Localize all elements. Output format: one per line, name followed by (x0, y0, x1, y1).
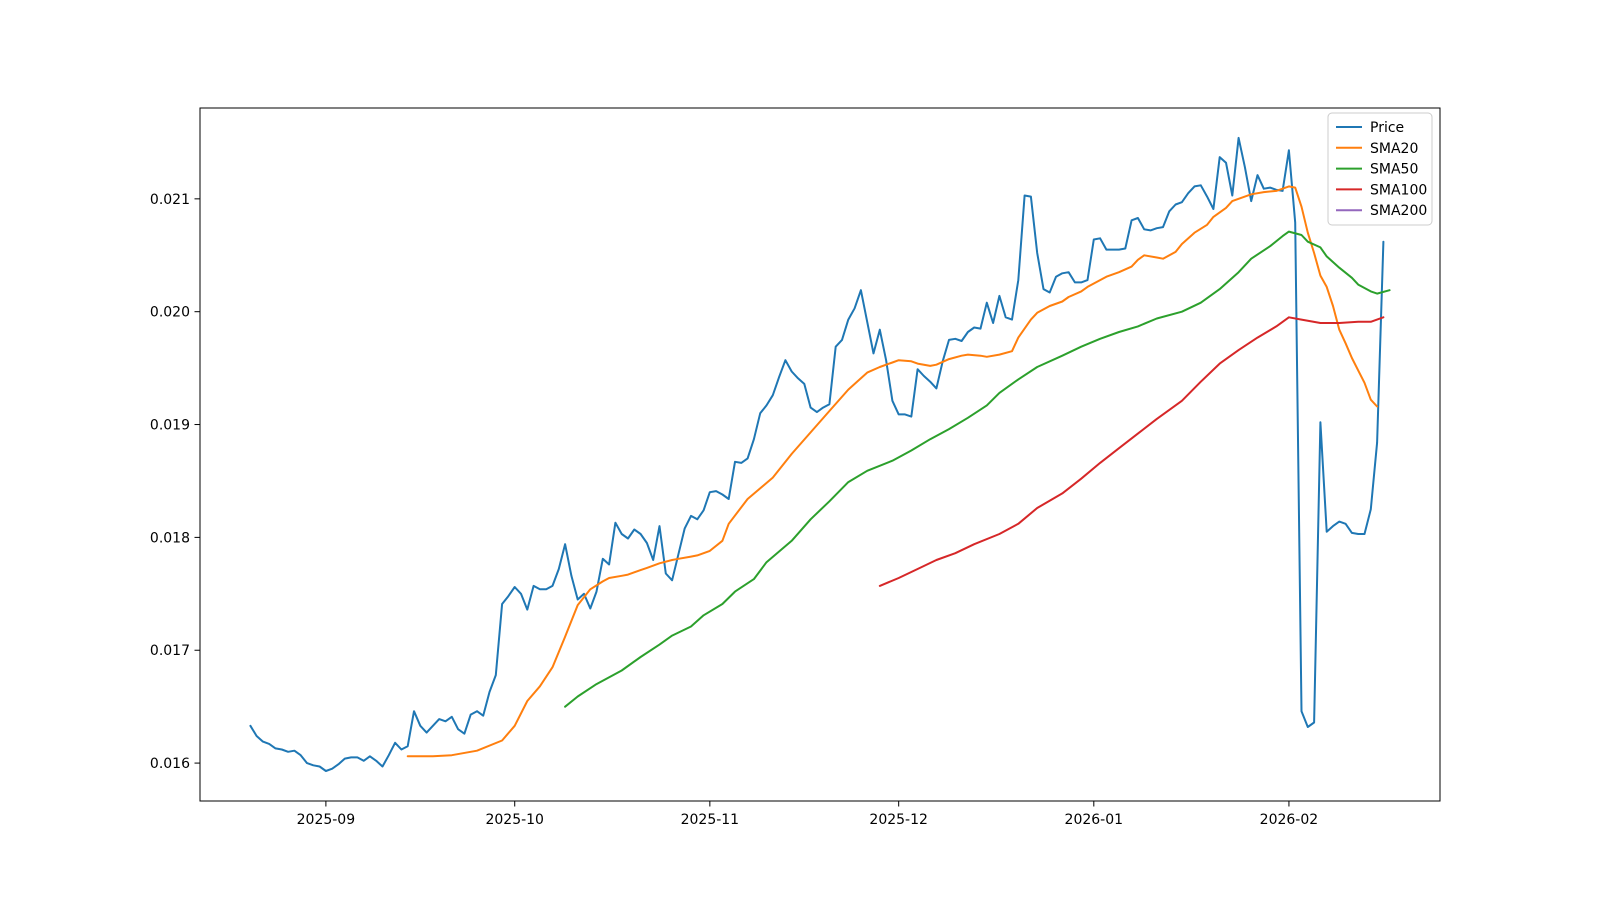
y-axis-tick-label: 0.021 (150, 192, 190, 208)
y-axis-tick-label: 0.019 (150, 418, 190, 434)
y-axis-tick-label: 0.020 (150, 305, 190, 321)
legend-label-sma50: SMA50 (1370, 162, 1418, 178)
legend-label-sma20: SMA20 (1370, 141, 1418, 157)
sma50-line (564, 230, 1391, 708)
x-axis-tick-label: 2025-09 (297, 812, 356, 828)
x-axis-tick-label: 2026-01 (1065, 812, 1124, 828)
legend-label-sma100: SMA100 (1370, 182, 1427, 198)
sma100-line (878, 316, 1385, 587)
y-axis-tick-label: 0.017 (150, 643, 190, 659)
legend: Price SMA20 SMA50 SMA100 SMA200 (1327, 112, 1433, 226)
legend-label-price: Price (1370, 120, 1404, 136)
plot-series (249, 136, 1391, 772)
legend-box (1327, 112, 1433, 226)
x-axis-tick-label: 2025-10 (485, 812, 544, 828)
axes: 2025-09 2025-10 2025-11 2025-12 2026-01 2026-… (150, 192, 1318, 828)
price-line (249, 136, 1385, 772)
y-axis-tick-label: 0.018 (150, 530, 190, 546)
y-axis-tick-label: 0.016 (150, 756, 190, 772)
x-axis-tick-label: 2025-12 (869, 812, 928, 828)
legend-label-sma200: SMA200 (1370, 203, 1427, 219)
x-axis-tick-label: 2025-11 (681, 812, 740, 828)
sma20-line (406, 185, 1379, 758)
plot-area-border (199, 107, 1441, 802)
x-axis-tick-label: 2026-02 (1260, 812, 1319, 828)
